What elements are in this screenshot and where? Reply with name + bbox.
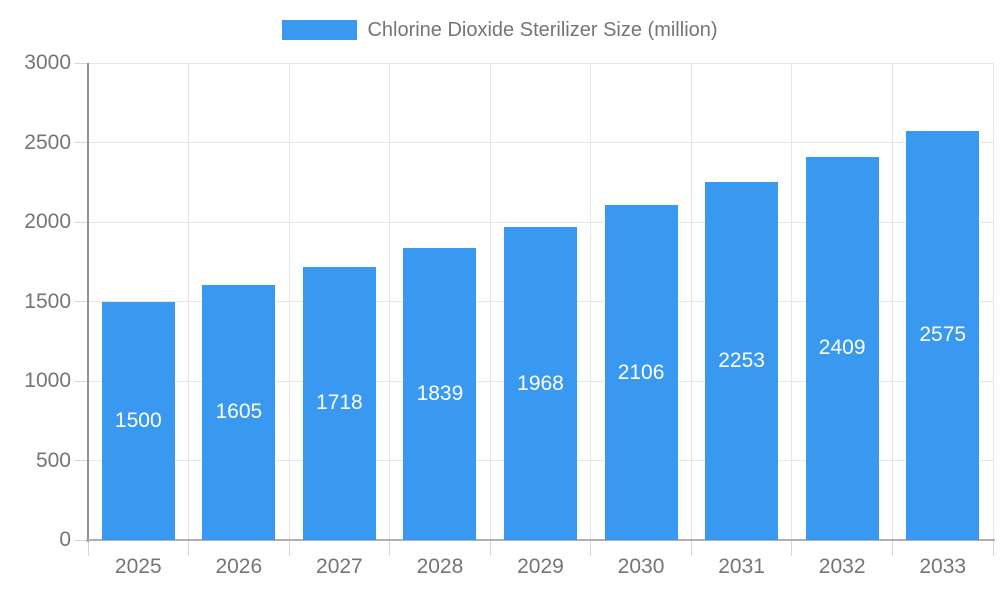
bar-value-label: 2575 — [919, 323, 967, 347]
x-axis-tick-label: 2026 — [215, 555, 263, 578]
y-axis-tick-label: 2500 — [24, 130, 71, 154]
bar-value-label: 1839 — [416, 381, 464, 405]
gridline-vertical — [791, 63, 793, 540]
bar[interactable] — [101, 301, 175, 540]
x-axis-tick — [87, 540, 89, 556]
y-axis-tick — [75, 221, 88, 223]
bar[interactable] — [906, 130, 980, 540]
gridline-vertical — [489, 63, 491, 540]
x-axis-tick — [288, 540, 290, 556]
y-axis-tick-label: 0 — [59, 528, 71, 551]
gridline-vertical — [288, 63, 290, 540]
x-axis-tick — [590, 540, 592, 556]
gridline-vertical — [992, 63, 994, 540]
y-axis-tick-label: 2000 — [24, 210, 71, 233]
gridline-horizontal — [88, 221, 993, 223]
y-axis-tick-label: 1500 — [24, 289, 71, 313]
x-axis-tick-label: 2027 — [316, 555, 363, 578]
gridline-vertical — [590, 63, 592, 540]
bar-value-label: 2409 — [818, 336, 866, 360]
bar[interactable] — [705, 181, 779, 540]
y-axis-tick — [75, 301, 88, 302]
x-axis-tick — [891, 540, 893, 556]
bar[interactable] — [504, 227, 577, 540]
legend-label: Chlorine Dioxide Sterilizer Size (millio… — [367, 19, 718, 41]
y-axis-tick — [75, 142, 88, 143]
x-axis-tick — [690, 540, 692, 556]
x-axis-tick — [188, 540, 190, 556]
x-axis-tick-label: 2025 — [114, 555, 162, 578]
y-axis-tick — [75, 539, 88, 541]
x-axis-tick — [992, 540, 994, 556]
x-axis-tick-label: 2033 — [919, 555, 967, 578]
x-axis-tick — [489, 540, 491, 556]
x-axis-tick — [389, 540, 391, 556]
y-axis-line — [87, 63, 89, 542]
gridline-vertical — [690, 63, 692, 540]
y-axis-tick-label: 3000 — [24, 51, 71, 74]
bar[interactable] — [202, 284, 276, 540]
x-axis-tick-label: 2032 — [818, 555, 866, 578]
gridline-vertical — [188, 63, 190, 540]
y-axis-tick-label: 1000 — [24, 369, 71, 392]
bar-value-label: 1605 — [215, 400, 263, 424]
bar[interactable] — [302, 266, 376, 540]
x-axis-tick-label: 2030 — [617, 555, 665, 578]
bar-value-label: 2253 — [718, 348, 765, 372]
bar-value-label: 2106 — [617, 360, 665, 384]
gridline-horizontal — [88, 142, 993, 143]
bar[interactable] — [805, 156, 879, 540]
gridline-horizontal — [88, 62, 993, 64]
gridline-vertical — [891, 63, 893, 540]
y-axis-tick — [75, 380, 88, 382]
bar-value-label: 1500 — [114, 408, 162, 432]
x-axis-tick-label: 2031 — [718, 555, 765, 578]
x-axis-tick-label: 2029 — [517, 555, 564, 578]
x-axis-tick — [791, 540, 793, 556]
x-axis-tick-label: 2028 — [416, 555, 464, 578]
legend-swatch — [282, 20, 358, 40]
x-axis-line — [86, 539, 995, 541]
bar-value-label: 1718 — [316, 391, 363, 415]
bar[interactable] — [604, 205, 678, 540]
gridline-vertical — [389, 63, 391, 540]
bar[interactable] — [403, 247, 477, 540]
y-axis-tick — [75, 62, 88, 64]
y-axis-tick — [75, 460, 88, 461]
y-axis-tick-label: 500 — [35, 448, 71, 472]
bar-value-label: 1968 — [517, 371, 564, 395]
legend-item[interactable]: Chlorine Dioxide Sterilizer Size (millio… — [0, 18, 1000, 42]
